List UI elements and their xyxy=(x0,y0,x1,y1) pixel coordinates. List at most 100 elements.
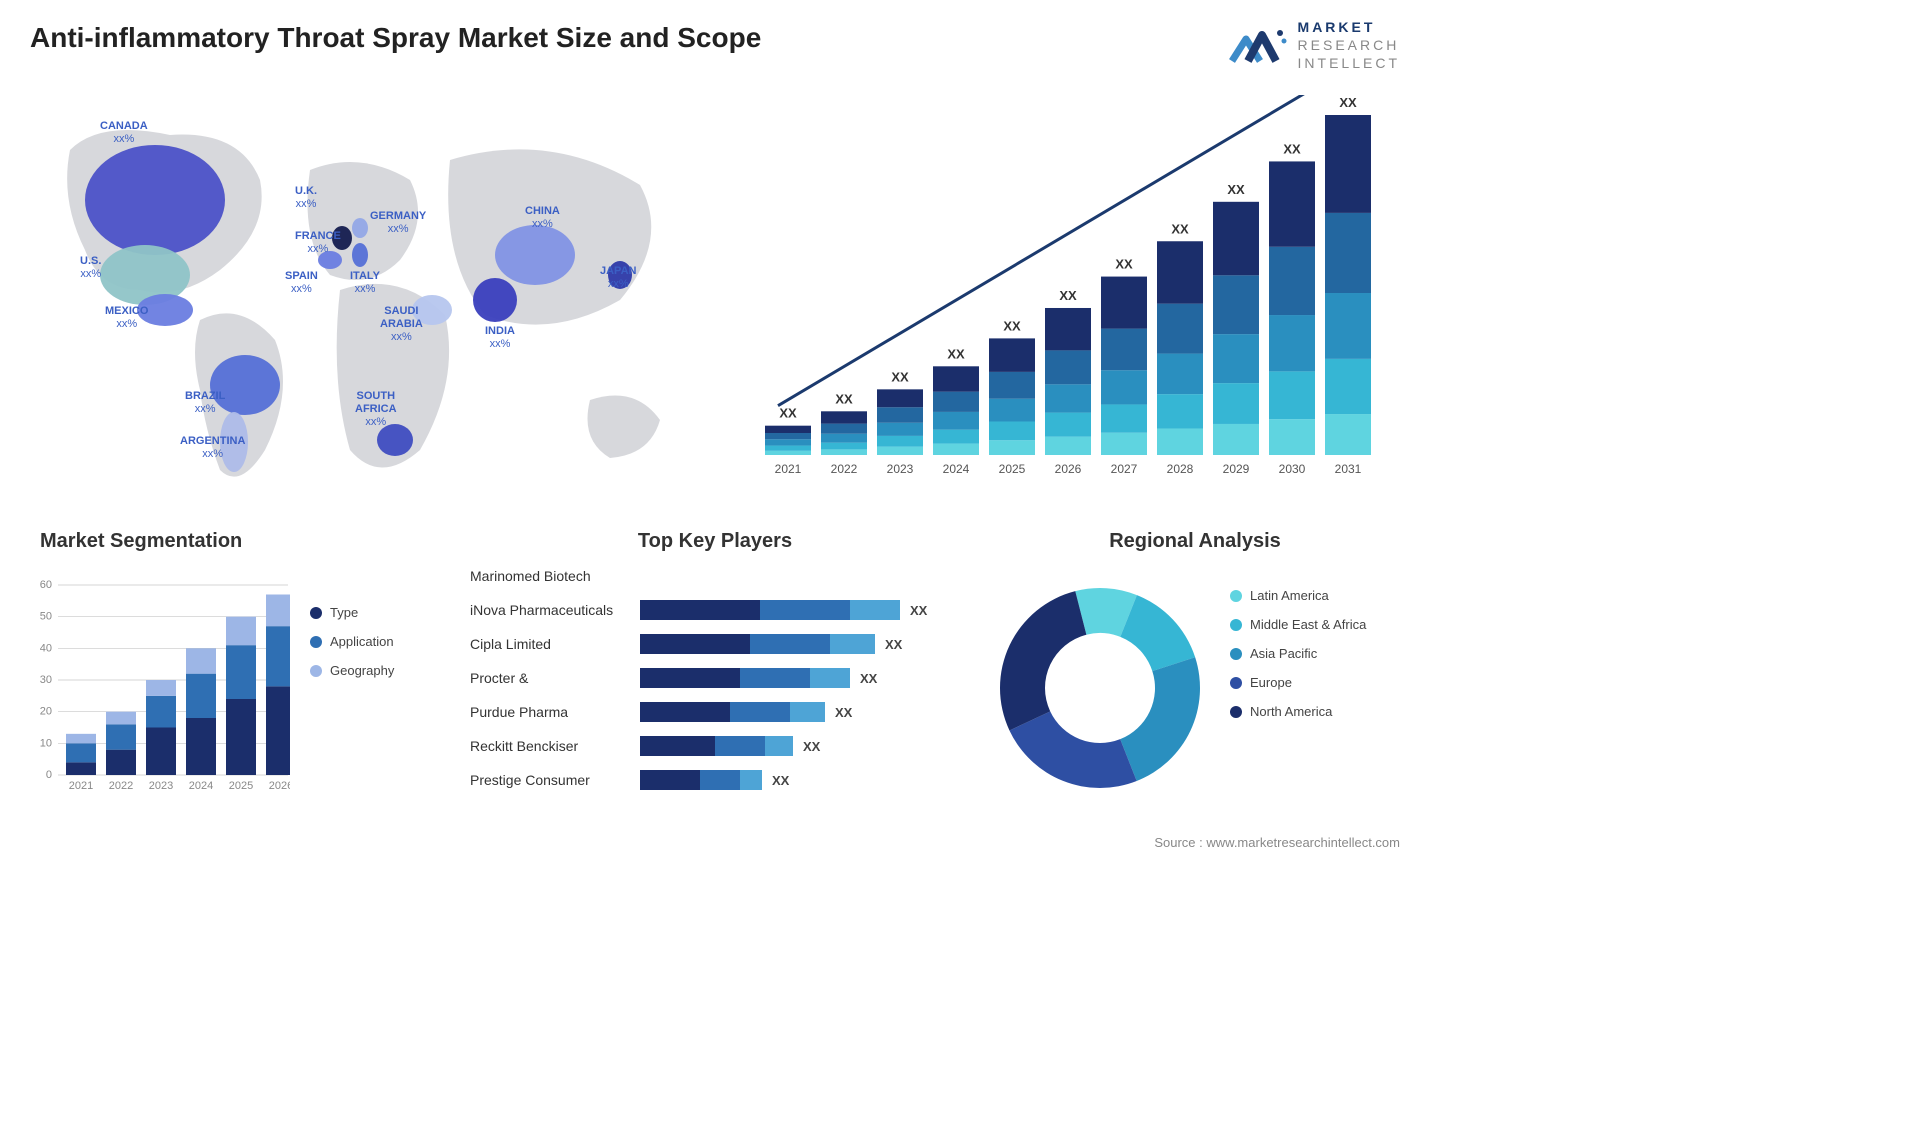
player-row: Prestige Consumer XX xyxy=(470,763,960,797)
seg-legend-geography: Geography xyxy=(310,663,394,678)
svg-text:60: 60 xyxy=(40,579,52,591)
player-row: Reckitt Benckiser XX xyxy=(470,729,960,763)
svg-text:2021: 2021 xyxy=(775,462,802,476)
seg-legend-application: Application xyxy=(310,634,394,649)
map-label-india: INDIAxx% xyxy=(485,325,515,351)
player-value: XX xyxy=(910,603,927,618)
source-label: Source : www.marketresearchintellect.com xyxy=(1154,835,1400,850)
player-value: XX xyxy=(772,773,789,788)
svg-text:XX: XX xyxy=(1339,95,1357,110)
svg-text:2023: 2023 xyxy=(887,462,914,476)
svg-text:XX: XX xyxy=(1283,141,1301,156)
map-label-france: FRANCExx% xyxy=(295,230,341,256)
seg-legend-type: Type xyxy=(310,605,394,620)
svg-text:2025: 2025 xyxy=(229,780,253,792)
region-legend-item: Europe xyxy=(1230,675,1366,690)
world-map: CANADAxx% U.S.xx% MEXICOxx% BRAZILxx% ARGENT… xyxy=(30,90,710,510)
player-name: Marinomed Biotech xyxy=(470,568,640,584)
map-svg xyxy=(30,90,710,510)
svg-text:XX: XX xyxy=(835,391,853,406)
segmentation-title: Market Segmentation xyxy=(40,530,460,553)
player-bar xyxy=(640,668,850,688)
svg-text:XX: XX xyxy=(891,369,909,384)
svg-text:XX: XX xyxy=(1171,221,1189,236)
svg-text:XX: XX xyxy=(1059,288,1077,303)
svg-text:XX: XX xyxy=(1003,318,1021,333)
map-label-saudi: SAUDIARABIAxx% xyxy=(380,305,423,345)
brand-logo: MARKET RESEARCH INTELLECT xyxy=(1228,18,1400,73)
region-legend-item: Middle East & Africa xyxy=(1230,617,1366,632)
segmentation-chart: 0102030405060202120222023202420252026 xyxy=(30,570,290,800)
svg-text:30: 30 xyxy=(40,674,52,686)
player-name: Procter & xyxy=(470,670,640,686)
svg-text:2022: 2022 xyxy=(109,780,133,792)
key-players-title: Top Key Players xyxy=(470,530,960,553)
svg-text:10: 10 xyxy=(40,737,52,749)
svg-text:2026: 2026 xyxy=(269,780,290,792)
player-row: Procter & XX xyxy=(470,661,960,695)
svg-text:XX: XX xyxy=(1227,182,1245,197)
page-title: Anti-inflammatory Throat Spray Market Si… xyxy=(30,22,761,54)
map-label-mexico: MEXICOxx% xyxy=(105,305,148,331)
map-label-japan: JAPANxx% xyxy=(600,265,636,291)
player-value: XX xyxy=(885,637,902,652)
logo-line1: MARKET xyxy=(1298,18,1400,36)
player-name: iNova Pharmaceuticals xyxy=(470,602,640,618)
logo-line3: INTELLECT xyxy=(1298,54,1400,72)
map-label-italy: ITALYxx% xyxy=(350,270,380,296)
logo-chevron-icon xyxy=(1228,21,1288,69)
player-row: iNova Pharmaceuticals XX xyxy=(470,593,960,627)
svg-text:2022: 2022 xyxy=(831,462,858,476)
player-bar xyxy=(640,770,762,790)
map-label-canada: CANADAxx% xyxy=(100,120,148,146)
svg-text:20: 20 xyxy=(40,706,52,718)
map-label-uk: U.K.xx% xyxy=(295,185,317,211)
svg-text:40: 40 xyxy=(40,642,52,654)
segmentation-legend: Type Application Geography xyxy=(310,605,394,692)
player-row: Purdue Pharma XX xyxy=(470,695,960,729)
key-players-panel: Top Key Players Marinomed Biotech iNova P… xyxy=(470,530,960,820)
svg-text:2024: 2024 xyxy=(943,462,970,476)
svg-text:2023: 2023 xyxy=(149,780,173,792)
map-label-us: U.S.xx% xyxy=(80,255,101,281)
player-value: XX xyxy=(860,671,877,686)
svg-text:2030: 2030 xyxy=(1279,462,1306,476)
region-legend-item: Latin America xyxy=(1230,588,1366,603)
player-bar xyxy=(640,600,900,620)
regional-panel: Regional Analysis Latin America Middle Ea… xyxy=(980,530,1410,820)
svg-text:2024: 2024 xyxy=(189,780,213,792)
player-row: Marinomed Biotech xyxy=(470,559,960,593)
svg-text:XX: XX xyxy=(779,406,797,421)
regional-donut-chart xyxy=(990,578,1210,798)
region-legend-item: North America xyxy=(1230,704,1366,719)
player-name: Purdue Pharma xyxy=(470,704,640,720)
svg-text:2026: 2026 xyxy=(1055,462,1082,476)
player-value: XX xyxy=(835,705,852,720)
player-row: Cipla Limited XX xyxy=(470,627,960,661)
map-label-southafrica: SOUTHAFRICAxx% xyxy=(355,390,397,430)
player-name: Reckitt Benckiser xyxy=(470,738,640,754)
map-label-germany: GERMANYxx% xyxy=(370,210,426,236)
svg-text:50: 50 xyxy=(40,611,52,623)
svg-text:XX: XX xyxy=(947,346,965,361)
player-name: Cipla Limited xyxy=(470,636,640,652)
svg-text:2029: 2029 xyxy=(1223,462,1250,476)
player-bar xyxy=(640,736,793,756)
market-size-chart: XX2021XX2022XX2023XX2024XX2025XX2026XX20… xyxy=(750,95,1390,495)
map-label-china: CHINAxx% xyxy=(525,205,560,231)
regional-legend: Latin America Middle East & Africa Asia Pa… xyxy=(1230,588,1366,733)
logo-line2: RESEARCH xyxy=(1298,36,1400,54)
map-label-spain: SPAINxx% xyxy=(285,270,318,296)
map-label-brazil: BRAZILxx% xyxy=(185,390,225,416)
svg-text:2027: 2027 xyxy=(1111,462,1138,476)
svg-text:XX: XX xyxy=(1115,257,1133,272)
player-bar xyxy=(640,634,875,654)
svg-text:0: 0 xyxy=(46,769,52,781)
map-label-argentina: ARGENTINAxx% xyxy=(180,435,245,461)
segmentation-panel: Market Segmentation 01020304050602021202… xyxy=(30,530,460,810)
player-bar xyxy=(640,702,825,722)
player-value: XX xyxy=(803,739,820,754)
player-name: Prestige Consumer xyxy=(470,772,640,788)
regional-title: Regional Analysis xyxy=(980,530,1410,553)
region-legend-item: Asia Pacific xyxy=(1230,646,1366,661)
